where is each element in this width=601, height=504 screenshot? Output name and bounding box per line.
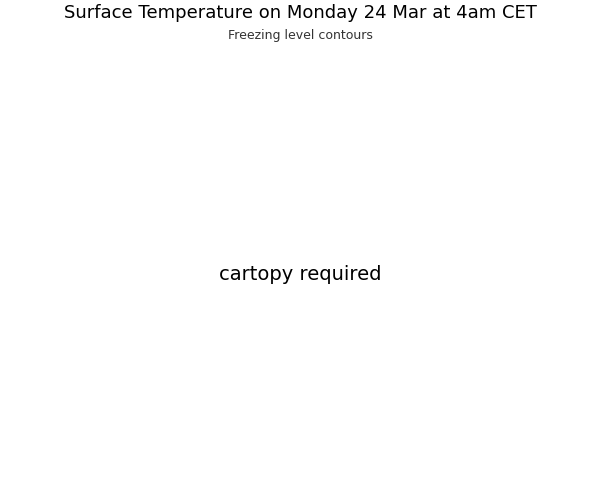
Text: Freezing level contours: Freezing level contours (228, 29, 373, 42)
Text: cartopy required: cartopy required (219, 265, 382, 284)
Text: Surface Temperature on Monday 24 Mar at 4am CET: Surface Temperature on Monday 24 Mar at … (64, 5, 537, 22)
